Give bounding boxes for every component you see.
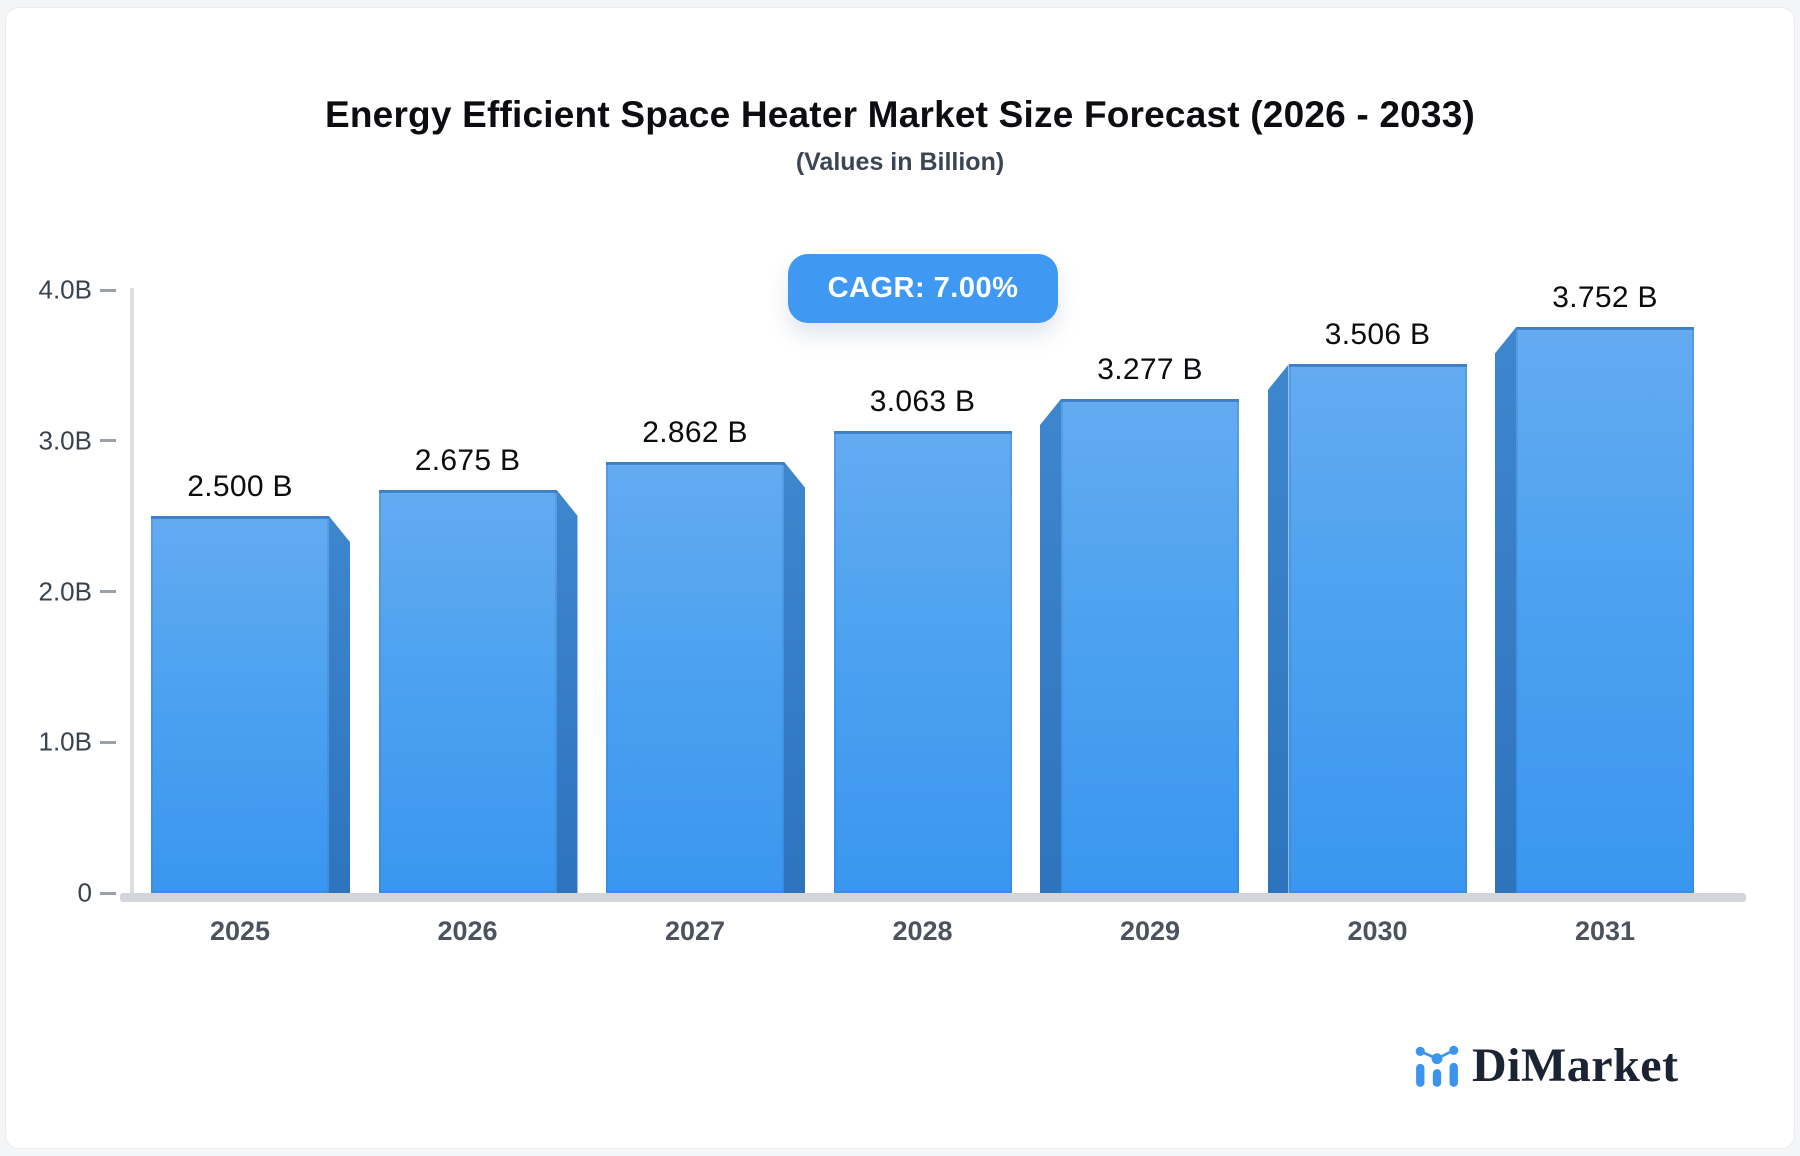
bar-face bbox=[833, 431, 1012, 893]
bar-value-label: 2.675 B bbox=[414, 443, 521, 477]
bar-face bbox=[378, 489, 557, 893]
bar-face bbox=[1516, 327, 1694, 893]
bar-value-label: 3.063 B bbox=[869, 385, 976, 419]
y-tick-mark bbox=[100, 439, 116, 443]
y-tick-mark bbox=[100, 590, 116, 593]
y-tick-mark bbox=[100, 891, 116, 895]
bar-2029[interactable] bbox=[1040, 399, 1239, 893]
bar-3d-side bbox=[784, 461, 805, 893]
bar-face bbox=[1288, 364, 1467, 893]
bar-2031[interactable] bbox=[1495, 327, 1694, 893]
bar-value-label: 3.752 B bbox=[1552, 281, 1658, 315]
y-tick-label: 0 bbox=[77, 877, 92, 908]
y-tick-mark bbox=[100, 288, 116, 292]
bar-value-label: 3.506 B bbox=[1324, 318, 1431, 352]
bar-3d-side bbox=[556, 489, 578, 893]
x-tick-label: 2025 bbox=[209, 916, 271, 946]
bar-3d-side bbox=[1495, 327, 1516, 893]
bar-2025[interactable] bbox=[151, 516, 350, 893]
bar-value-label: 3.277 B bbox=[1097, 353, 1203, 386]
chart-title: Energy Efficient Space Heater Market Siz… bbox=[324, 94, 1476, 135]
bar-3d-side bbox=[1040, 399, 1061, 893]
bar-value-label: 2.500 B bbox=[187, 470, 293, 504]
x-tick-label: 2029 bbox=[1119, 916, 1181, 946]
bar-3d-side bbox=[1267, 364, 1289, 893]
x-tick-label: 2030 bbox=[1347, 916, 1408, 946]
x-tick-label: 2031 bbox=[1574, 916, 1636, 946]
brand-logo-text: DiMarket bbox=[1472, 1039, 1679, 1092]
bar-face bbox=[151, 516, 329, 893]
chart-subtitle: (Values in Billion) bbox=[795, 148, 1005, 176]
y-tick-label: 4.0B bbox=[38, 274, 93, 305]
bar-face bbox=[606, 461, 784, 893]
y-tick-label: 1.0B bbox=[38, 726, 93, 757]
y-tick-label: 3.0B bbox=[38, 425, 93, 456]
bar-2030[interactable] bbox=[1267, 364, 1467, 893]
brand-logo: DiMarket bbox=[1414, 1038, 1679, 1093]
y-tick-mark bbox=[100, 740, 116, 744]
combo-chart-icon bbox=[1414, 1043, 1460, 1089]
y-tick-label: 2.0B bbox=[38, 576, 93, 606]
bar-value-label: 2.862 B bbox=[642, 415, 748, 449]
x-axis-baseline bbox=[120, 893, 1746, 902]
bar-2026[interactable] bbox=[378, 489, 578, 893]
bar-3d-side bbox=[329, 516, 350, 893]
x-tick-label: 2028 bbox=[892, 916, 953, 946]
y-axis-line bbox=[130, 288, 134, 894]
plot-area: 2.500 B 2.675 B 2.862 B 3.063 B 3.277 B 3.506… bbox=[0, 281, 1800, 893]
x-tick-label: 2026 bbox=[437, 916, 498, 946]
x-tick-label: 2027 bbox=[664, 916, 726, 946]
bar-face bbox=[1061, 399, 1239, 893]
cagr-badge: CAGR: 7.00% bbox=[788, 254, 1058, 323]
bar-2028[interactable] bbox=[833, 431, 1012, 893]
bar-2027[interactable] bbox=[606, 461, 805, 893]
